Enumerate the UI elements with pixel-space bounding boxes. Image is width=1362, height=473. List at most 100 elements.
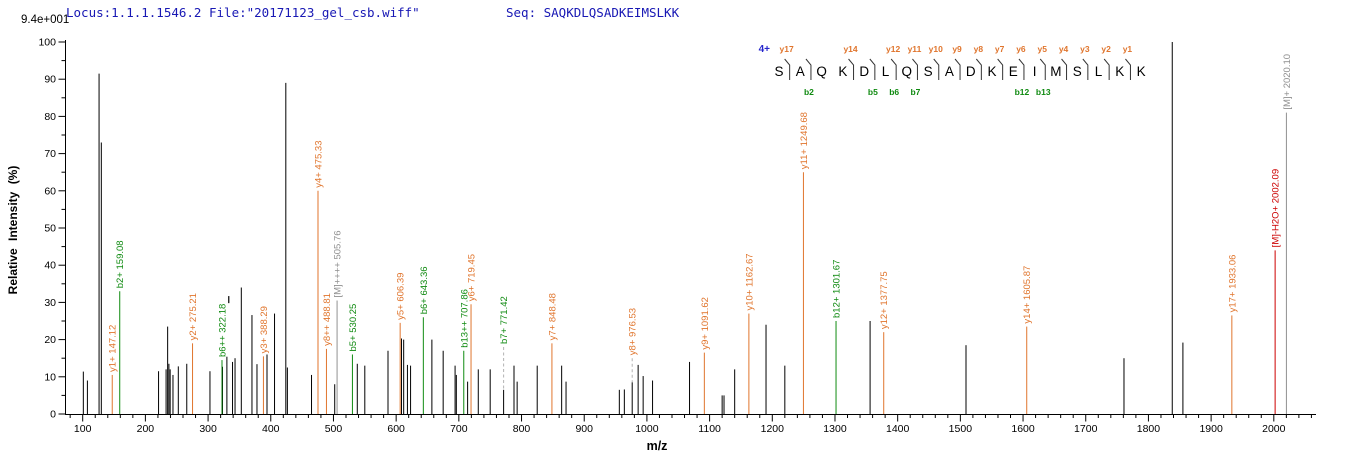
y-tick-label: 10: [44, 371, 56, 383]
y-tick-label: 100: [38, 37, 56, 49]
residue-letter: S: [1073, 64, 1082, 79]
residue-letter: K: [987, 64, 996, 79]
y-ion-label: y3: [1080, 44, 1090, 54]
x-tick-label: 900: [575, 423, 593, 435]
fragment-divider: [912, 58, 918, 80]
y-ion-label: y9: [952, 44, 962, 54]
annotated-peaks: y1+ 147.12 b2+ 159.08 y2+ 275.21 b6++ 322.1…: [108, 54, 1293, 414]
fragment-divider: [1018, 58, 1025, 80]
y-tick-label: 80: [44, 111, 56, 123]
x-tick-label: 300: [199, 423, 217, 435]
y-axis-ticks: 0 10 20 30 40 50 60 70 80 90 100: [38, 37, 65, 421]
y-tick-label: 90: [44, 74, 56, 86]
b-ion-label: b13: [1036, 87, 1051, 97]
y-ion-label: y14: [843, 44, 857, 54]
x-tick-label: 1000: [635, 423, 659, 435]
y-ion-label: y17: [780, 44, 794, 54]
plot-root: 100 200 300 400 500 600 700 800 900 1000 1100 1200 1…: [6, 37, 1316, 453]
residue-letter: L: [1095, 64, 1103, 79]
peak-label: y9+ 1091.62: [700, 297, 711, 350]
fragment-divider: [805, 58, 812, 80]
x-tick-label: 500: [325, 423, 343, 435]
y-ion-label: y2: [1101, 44, 1111, 54]
fragment-divider: [784, 58, 791, 80]
residue-letter: Q: [816, 64, 827, 79]
b-ion-label: b5: [868, 87, 878, 97]
peak-label: y12+ 1377.75: [879, 271, 890, 329]
y-ion-label: y6: [1016, 44, 1026, 54]
x-tick-label: 800: [513, 423, 531, 435]
x-tick-label: 1500: [949, 423, 973, 435]
y-tick-label: 50: [44, 223, 56, 235]
peak-label: y8+ 976.53: [628, 308, 639, 355]
residue-letter: D: [859, 64, 869, 79]
precursor-charge-label: 4+: [759, 44, 771, 55]
y-ion-label: y10: [929, 44, 943, 54]
fragment-divider: [1082, 58, 1089, 80]
peak-label: b5+ 530.25: [348, 304, 359, 352]
fragment-divider: [1039, 58, 1046, 80]
x-tick-label: 200: [137, 423, 155, 435]
peak-label: y5+ 606.39: [396, 273, 407, 320]
y-ion-label: y5: [1038, 44, 1048, 54]
residue-letter: A: [945, 64, 954, 79]
x-tick-label: 1600: [1011, 423, 1035, 435]
fragment-divider: [997, 58, 1004, 80]
b-ion-label: b7: [910, 87, 920, 97]
fragment-divider: [869, 58, 876, 80]
fragment-divider: [890, 58, 897, 80]
peak-label: [M]+ 2020.10: [1282, 54, 1293, 110]
peak-label: b13++ 707.86: [459, 289, 470, 348]
residue-letter: E: [1009, 64, 1018, 79]
peak-label: b7+ 771.42: [499, 296, 510, 344]
fragment-divider: [954, 58, 961, 80]
fragment-divider: [1061, 58, 1068, 80]
fragment-divider: [1103, 58, 1110, 80]
header-sequence: Seq: SAQKDLQSADKEIMSLKK: [506, 5, 680, 20]
y-tick-label: 40: [44, 260, 56, 272]
residue-letter: I: [1033, 64, 1037, 79]
residue-letter: K: [1137, 64, 1146, 79]
spectrum-peaks: [82, 42, 1184, 414]
x-tick-label: 1700: [1074, 423, 1098, 435]
x-tick-label: 1100: [698, 423, 721, 435]
y-tick-label: 70: [44, 148, 56, 160]
x-tick-label: 1800: [1137, 423, 1161, 435]
peak-label: y6+ 719.45: [467, 254, 478, 301]
peak-label: y7+ 848.48: [547, 293, 558, 340]
sequence-panel: 4+S A Q K D L Q S A D K E I M S L K Ky17b2y14b5y12b6y11b7…: [759, 44, 1146, 97]
y-tick-label: 30: [44, 297, 56, 309]
y-ion-label: y1: [1123, 44, 1133, 54]
y-ion-label: y11: [908, 44, 922, 54]
peak-label: b2+ 159.08: [115, 240, 126, 288]
y-ion-label: y8: [974, 44, 984, 54]
peak-label: y17+ 1933.06: [1227, 255, 1238, 313]
base-peak-intensity: 9.4e+001: [21, 14, 70, 26]
peak-label: b12+ 1301.67: [832, 260, 843, 318]
x-tick-label: 1400: [886, 423, 910, 435]
peak-label: [M]++++ 505.76: [333, 230, 344, 297]
x-axis-ticks: 100 200 300 400 500 600 700 800 900 1000 1100 1200 1…: [69, 415, 1312, 435]
residue-letter: A: [796, 64, 805, 79]
x-tick-label: 2000: [1262, 423, 1286, 435]
y-ion-label: y7: [995, 44, 1005, 54]
b-ion-label: b12: [1015, 87, 1030, 97]
b-ion-label: b6: [889, 87, 899, 97]
fragment-divider: [848, 58, 855, 80]
x-tick-label: 1900: [1199, 423, 1223, 435]
y-tick-label: 60: [44, 185, 56, 197]
residue-letter: L: [882, 64, 890, 79]
residue-letter: S: [924, 64, 933, 79]
peak-label: b6+ 643.36: [419, 266, 430, 314]
peak-label: y8++ 488.81: [322, 293, 333, 346]
x-tick-label: 100: [74, 423, 92, 435]
y-ion-label: y4: [1059, 44, 1069, 54]
peak-label: [M]-H2O+ 2002.09: [1271, 169, 1282, 247]
peak-label: y11+ 1249.68: [799, 112, 810, 169]
x-tick-label: 1200: [761, 423, 785, 435]
y-tick-label: 20: [44, 334, 56, 346]
residue-letter: K: [1115, 64, 1124, 79]
y-axis-title: Relative Intensity (%): [6, 166, 20, 295]
